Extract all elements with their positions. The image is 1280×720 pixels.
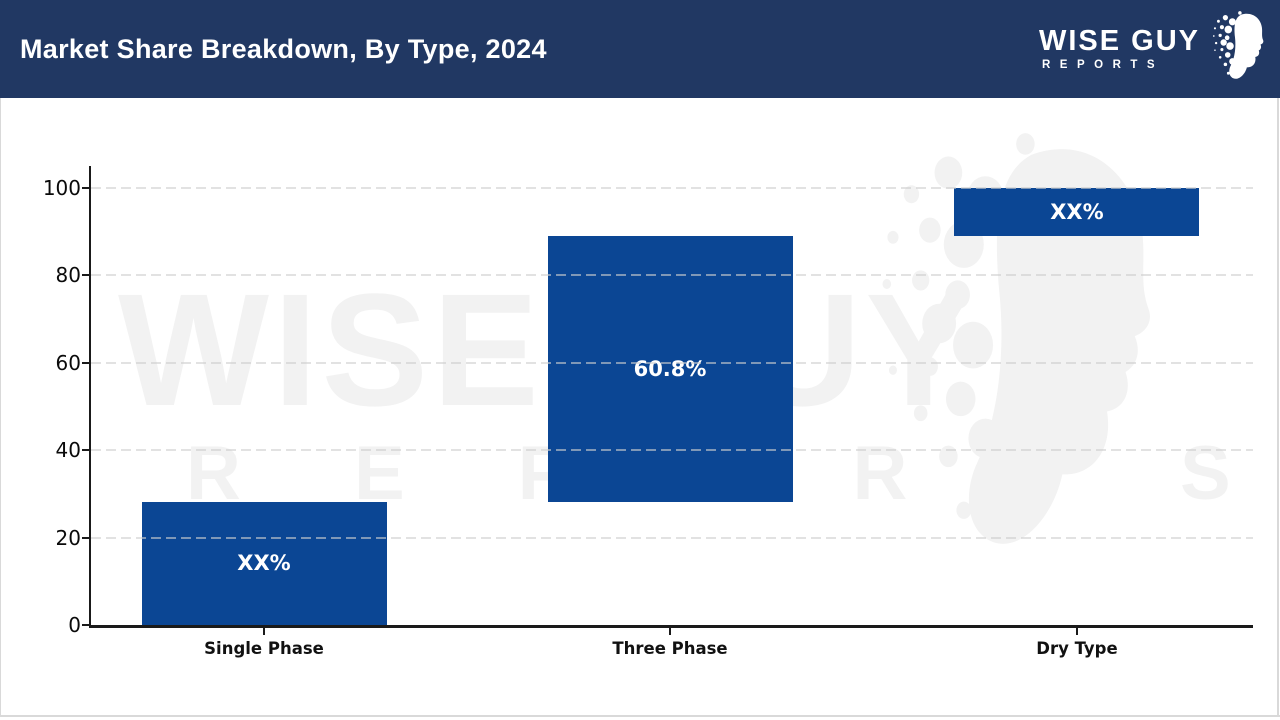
x-axis-line	[89, 625, 1253, 628]
x-tick-mark-0	[263, 627, 266, 635]
y-tick-mark-40	[82, 449, 90, 452]
gridline-20	[91, 536, 1253, 539]
category-label-1: Three Phase	[612, 639, 728, 658]
y-tick-mark-20	[82, 536, 90, 539]
y-tick-label-100: 100	[42, 175, 81, 200]
y-axis-line	[89, 166, 91, 627]
gridline-40	[91, 449, 1253, 452]
y-tick-mark-0	[82, 624, 90, 626]
y-tick-mark-80	[82, 274, 90, 277]
frame-edge-left	[0, 98, 1, 717]
chart-area: WISE GUY R E P O R T S 020406080100XX%Si…	[0, 98, 1280, 717]
gridline-60	[91, 361, 1253, 364]
bar-value-label: XX%	[237, 551, 291, 576]
category-label-2: Dry Type	[1036, 639, 1118, 658]
y-tick-label-80: 80	[55, 263, 81, 288]
y-tick-label-60: 60	[55, 350, 81, 375]
logo-wordmark: WISE GUY	[1038, 24, 1200, 57]
x-tick-mark-2	[1075, 627, 1078, 635]
y-tick-label-20: 20	[55, 525, 81, 550]
logo-text: WISE GUY REPORTS	[1038, 24, 1200, 72]
bar-value-label: XX%	[1050, 199, 1104, 224]
plot-area: 0 20 40 60 80 100 XX% Single Phase 60.8% Three Ph…	[43, 166, 1253, 658]
dotted-head-icon	[1208, 10, 1266, 88]
y-tick-mark-100	[82, 186, 90, 189]
x-tick-mark-1	[669, 627, 672, 635]
header-bar: Market Share Breakdown, By Type, 2024 WI…	[0, 0, 1280, 98]
y-tick-label-0: 0	[68, 613, 81, 637]
gridline-80	[91, 274, 1253, 277]
bar-dry-type: XX%	[954, 187, 1200, 236]
gridline-100	[91, 186, 1253, 189]
frame-edge-bottom	[0, 715, 1280, 717]
frame-edge-right	[1277, 98, 1279, 717]
logo-reports-text: REPORTS	[1041, 58, 1165, 71]
brand-logo: WISE GUY REPORTS	[1039, 10, 1266, 88]
bar-value-label: 60.8%	[633, 356, 707, 381]
bar-single-phase: XX%	[141, 501, 387, 625]
y-tick-mark-60	[82, 361, 90, 364]
watermark-wordmark: WISE GUY	[118, 260, 977, 439]
category-label-0: Single Phase	[204, 639, 324, 658]
bar-three-phase: 60.8%	[547, 235, 793, 502]
y-tick-label-40: 40	[55, 438, 81, 463]
page-title: Market Share Breakdown, By Type, 2024	[20, 33, 547, 64]
